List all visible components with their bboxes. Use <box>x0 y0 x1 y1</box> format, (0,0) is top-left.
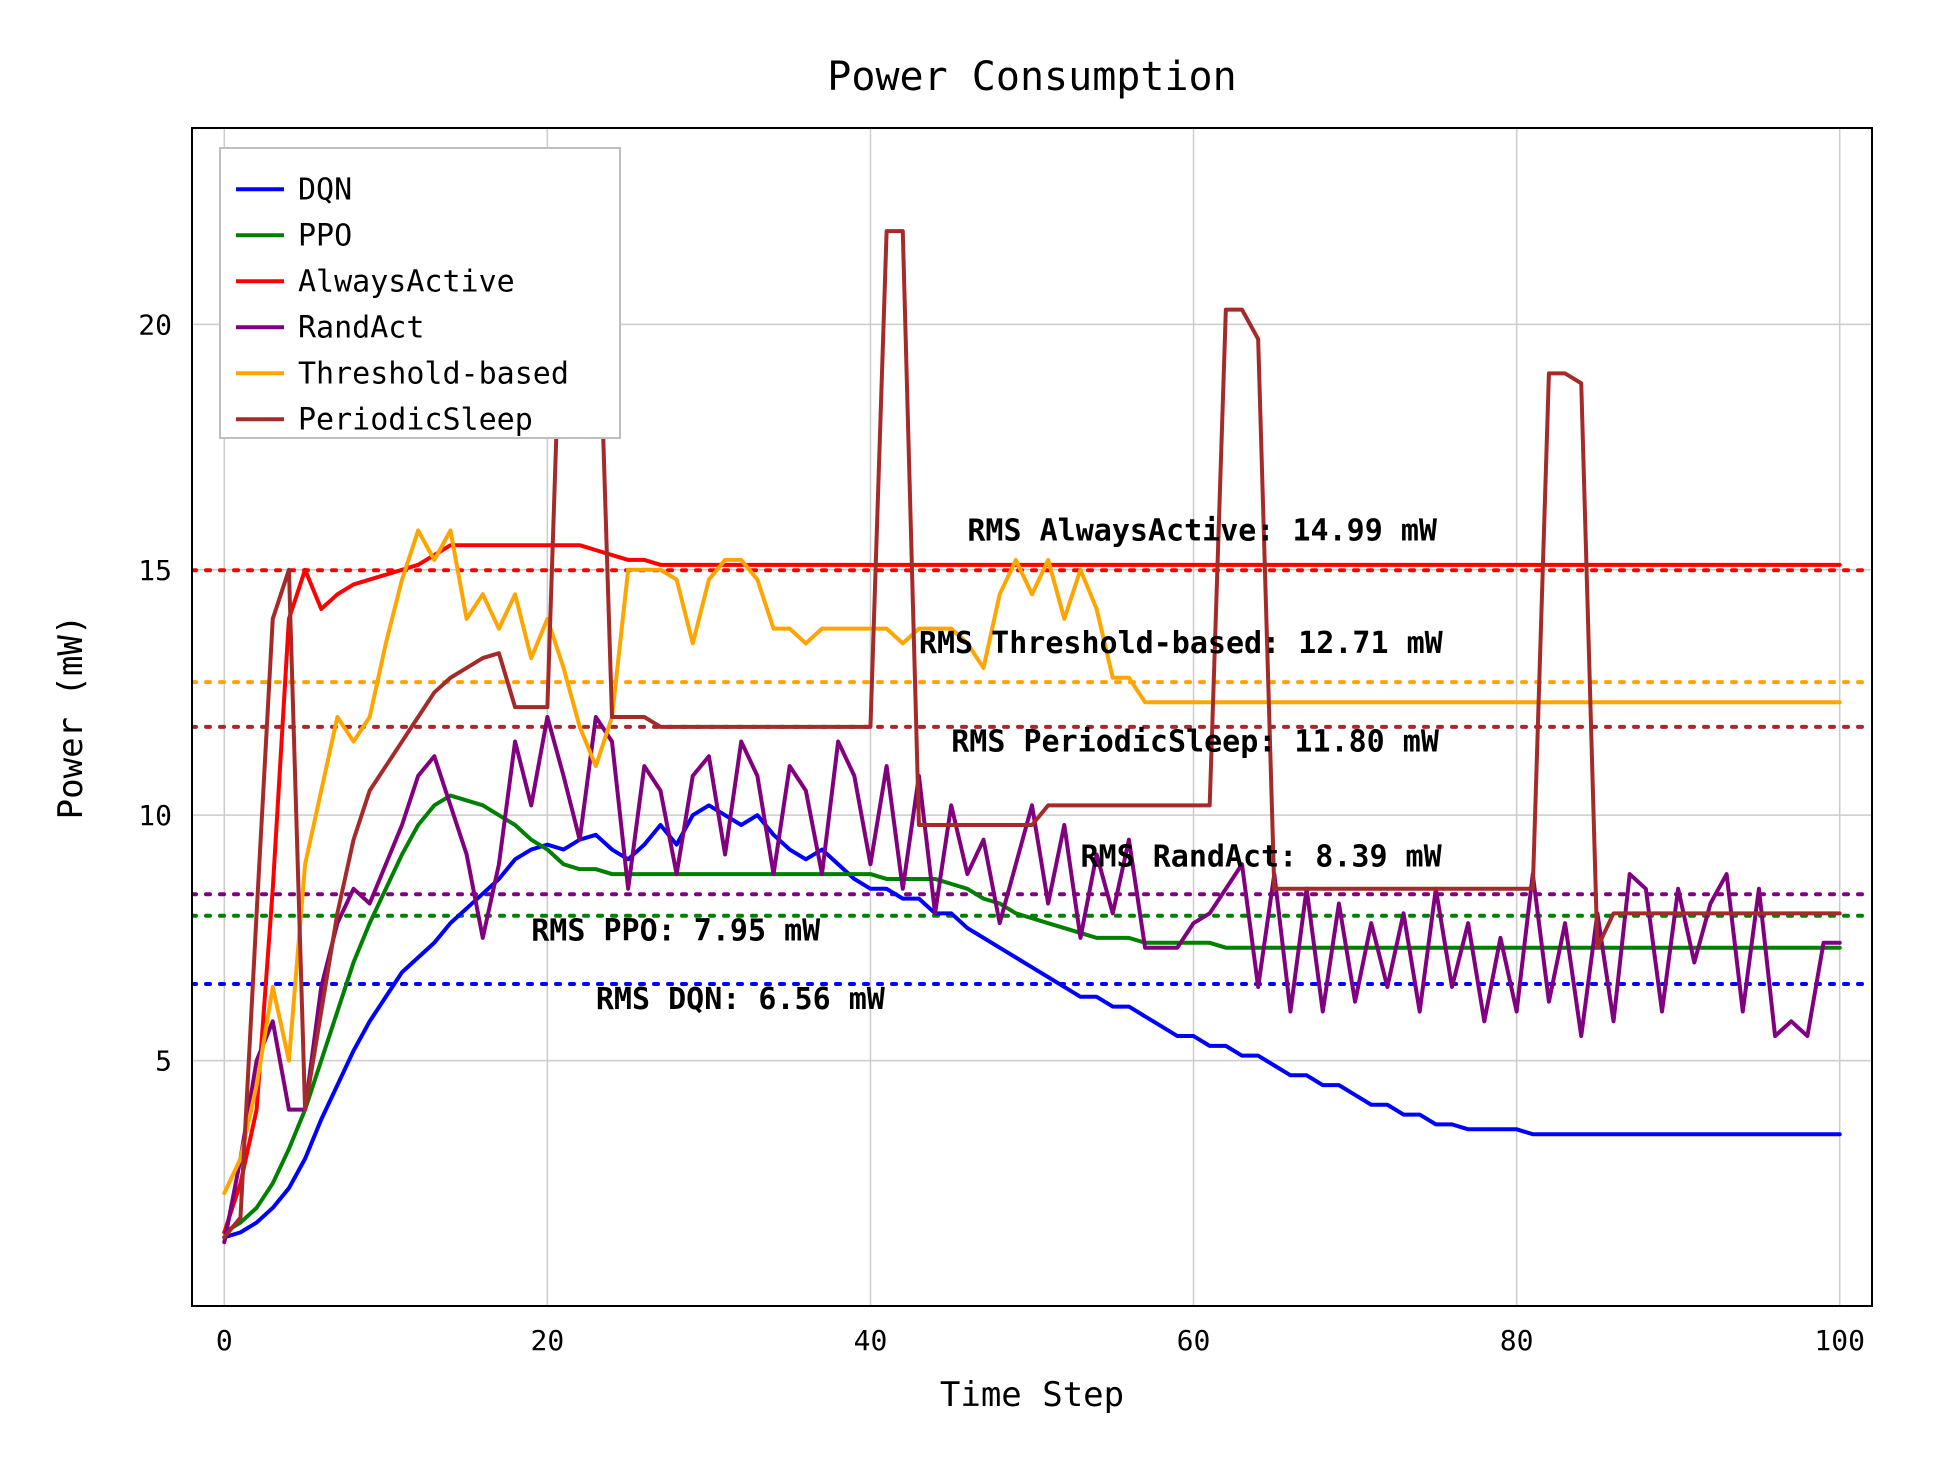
y-tick-label: 15 <box>138 554 172 587</box>
x-tick-label: 80 <box>1500 1324 1534 1357</box>
x-axis-label: Time Step <box>940 1375 1124 1415</box>
y-tick-label: 10 <box>138 799 172 832</box>
legend-label: DQN <box>298 172 352 207</box>
rms-label-PeriodicSleep: RMS PeriodicSleep: 11.80 mW <box>951 724 1440 759</box>
rms-label-DQN: RMS DQN: 6.56 mW <box>596 982 886 1017</box>
legend: DQN PPO AlwaysActive RandAct Threshold-based… <box>220 148 620 438</box>
y-tick-label: 5 <box>155 1045 172 1078</box>
x-tick-label: 20 <box>531 1324 565 1357</box>
x-tick-label: 0 <box>216 1324 233 1357</box>
y-tick-label: 20 <box>138 308 172 341</box>
x-tick-label: 100 <box>1814 1324 1865 1357</box>
y-axis-label: Power (mW) <box>51 615 91 820</box>
rms-label-PPO: RMS PPO: 7.95 mW <box>531 913 821 948</box>
rms-label-Threshold-based: RMS Threshold-based: 12.71 mW <box>919 626 1444 661</box>
legend-label: RandAct <box>298 310 424 345</box>
legend-label: AlwaysActive <box>298 264 515 299</box>
power-consumption-chart: 0 20 40 60 80 100 5 10 15 20 Time Step Power (mW) Po… <box>0 0 1936 1481</box>
x-tick-label: 60 <box>1177 1324 1211 1357</box>
rms-label-AlwaysActive: RMS AlwaysActive: 14.99 mW <box>967 513 1438 548</box>
legend-label: PPO <box>298 218 352 253</box>
x-tick-label: 40 <box>854 1324 888 1357</box>
chart-title: Power Consumption <box>827 54 1236 100</box>
legend-label: PeriodicSleep <box>298 402 533 437</box>
rms-label-RandAct: RMS RandAct: 8.39 mW <box>1080 840 1442 875</box>
legend-label: Threshold-based <box>298 356 569 391</box>
